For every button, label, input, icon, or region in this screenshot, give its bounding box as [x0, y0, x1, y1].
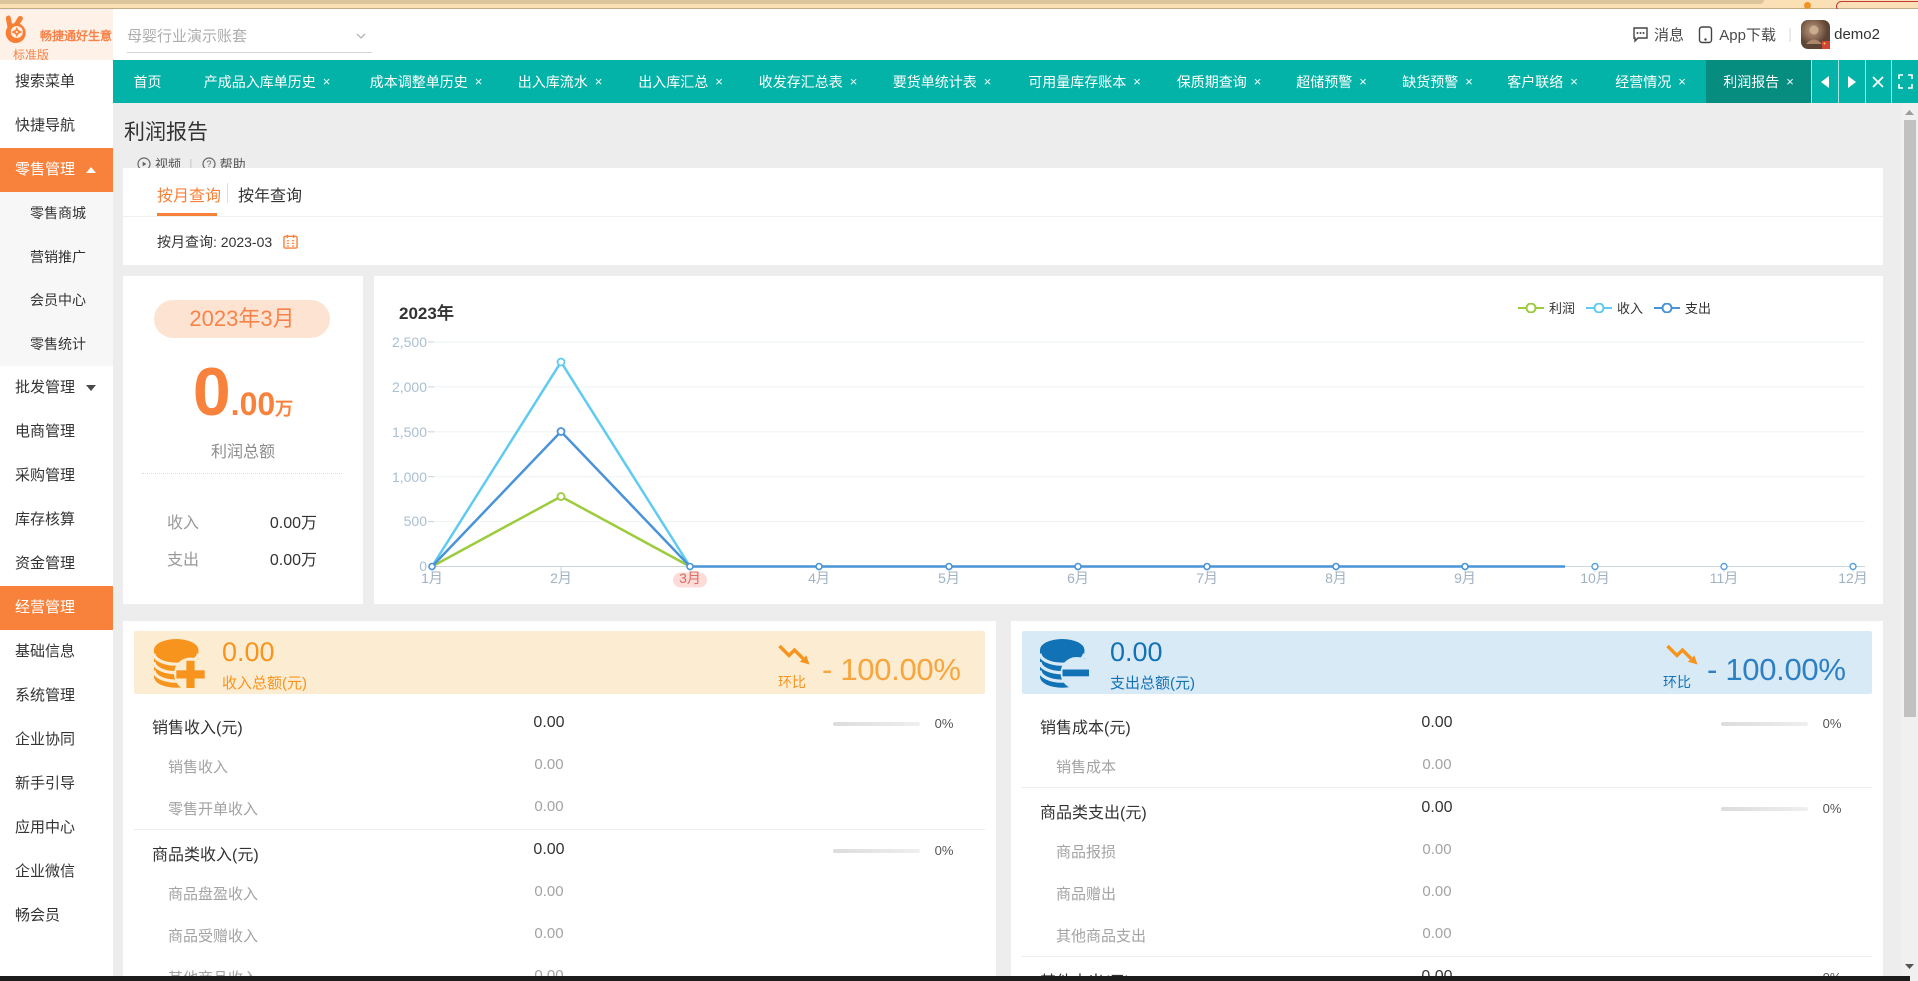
svg-text:4月: 4月 [808, 570, 830, 586]
svg-text:1月: 1月 [421, 570, 443, 586]
svg-text:?: ? [206, 159, 211, 169]
svg-text:7月: 7月 [1196, 570, 1218, 586]
svg-text:1,000: 1,000 [392, 469, 427, 485]
svg-text:12月: 12月 [1838, 570, 1868, 586]
svg-text:0: 0 [419, 558, 427, 574]
svg-text:2月: 2月 [550, 570, 572, 586]
svg-text:3月: 3月 [679, 570, 701, 586]
svg-text:1,500: 1,500 [392, 424, 427, 440]
svg-text:6月: 6月 [1067, 570, 1089, 586]
svg-text:8月: 8月 [1325, 570, 1347, 586]
svg-text:10月: 10月 [1580, 570, 1610, 586]
svg-text:11月: 11月 [1710, 570, 1739, 586]
svg-text:5月: 5月 [938, 570, 960, 586]
svg-text:500: 500 [404, 513, 428, 529]
svg-text:2,000: 2,000 [392, 379, 427, 395]
svg-text:2,500: 2,500 [392, 334, 427, 350]
svg-text:9月: 9月 [1454, 570, 1476, 586]
